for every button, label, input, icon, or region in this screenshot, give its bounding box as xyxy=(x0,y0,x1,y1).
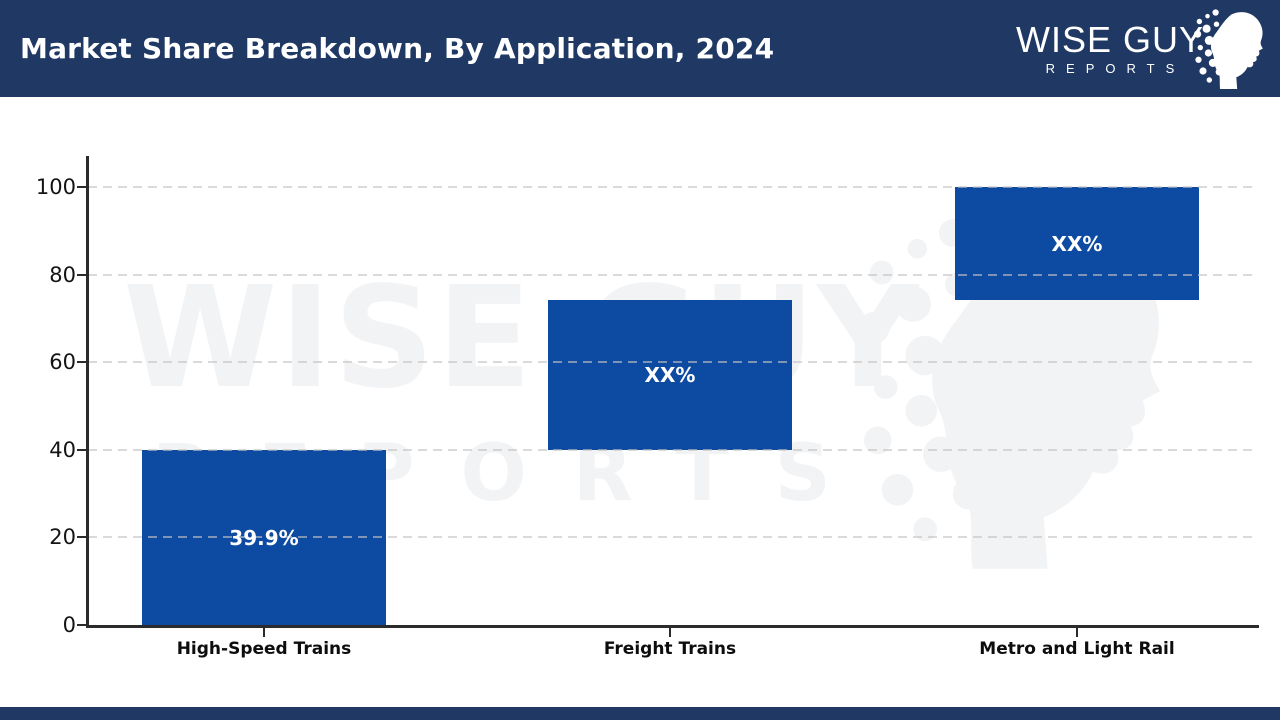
x-tick-mark xyxy=(669,628,671,637)
bar-metro-and-light-rail xyxy=(955,186,1199,301)
y-tick-label: 80 xyxy=(49,262,76,287)
x-axis-label-metro-and-light-rail: Metro and Light Rail xyxy=(979,639,1175,659)
wiseguy-logo: WISE GUY REPORTS xyxy=(1016,8,1280,89)
chart-area: WISE GUY REPORTS 0 20 40 60 80 100 39.9% High-S… xyxy=(0,97,1280,707)
x-axis-line xyxy=(86,625,1259,628)
y-axis-line xyxy=(86,156,89,628)
page-title: Market Share Breakdown, By Application, … xyxy=(20,32,775,65)
x-axis-label-freight-trains: Freight Trains xyxy=(603,639,737,659)
logo-subtitle: REPORTS xyxy=(1045,61,1186,76)
bar-value-label: XX% xyxy=(1051,231,1103,256)
bar-value-label: XX% xyxy=(644,363,696,388)
bar-freight-trains xyxy=(548,300,792,451)
x-tick-mark xyxy=(1076,628,1078,637)
y-tick-mark xyxy=(77,185,86,188)
logo-text: WISE GUY REPORTS xyxy=(1015,19,1204,76)
y-tick-label: 20 xyxy=(49,525,76,550)
y-tick-label: 40 xyxy=(49,437,76,462)
y-tick-label: 60 xyxy=(49,350,76,375)
bar-value-label: 39.9% xyxy=(229,525,299,550)
gridline xyxy=(88,448,1258,451)
y-tick-label: 0 xyxy=(62,613,76,637)
y-tick-mark xyxy=(77,273,86,276)
header-bar: Market Share Breakdown, By Application, … xyxy=(0,0,1280,97)
y-tick-mark xyxy=(77,536,86,539)
gridline xyxy=(88,273,1258,276)
gridline xyxy=(88,185,1258,188)
footer-bar xyxy=(0,707,1280,720)
y-tick-label: 100 xyxy=(35,174,76,199)
face-dots-watermark xyxy=(858,219,1161,569)
x-axis-label-high-speed-trains: High-Speed Trains xyxy=(176,639,352,659)
logo-wordmark: WISE GUY xyxy=(1015,19,1204,60)
gridline xyxy=(88,361,1258,364)
y-tick-mark xyxy=(77,448,86,451)
face-dots-icon xyxy=(1194,9,1263,89)
y-tick-mark xyxy=(77,624,86,626)
y-tick-mark xyxy=(77,361,86,364)
x-tick-mark xyxy=(263,628,265,637)
gridline xyxy=(88,536,1258,539)
